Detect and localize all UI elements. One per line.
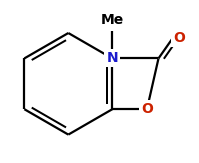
Text: O: O <box>173 31 185 45</box>
Text: O: O <box>141 102 153 116</box>
Text: Me: Me <box>101 13 124 27</box>
Text: N: N <box>106 51 118 65</box>
